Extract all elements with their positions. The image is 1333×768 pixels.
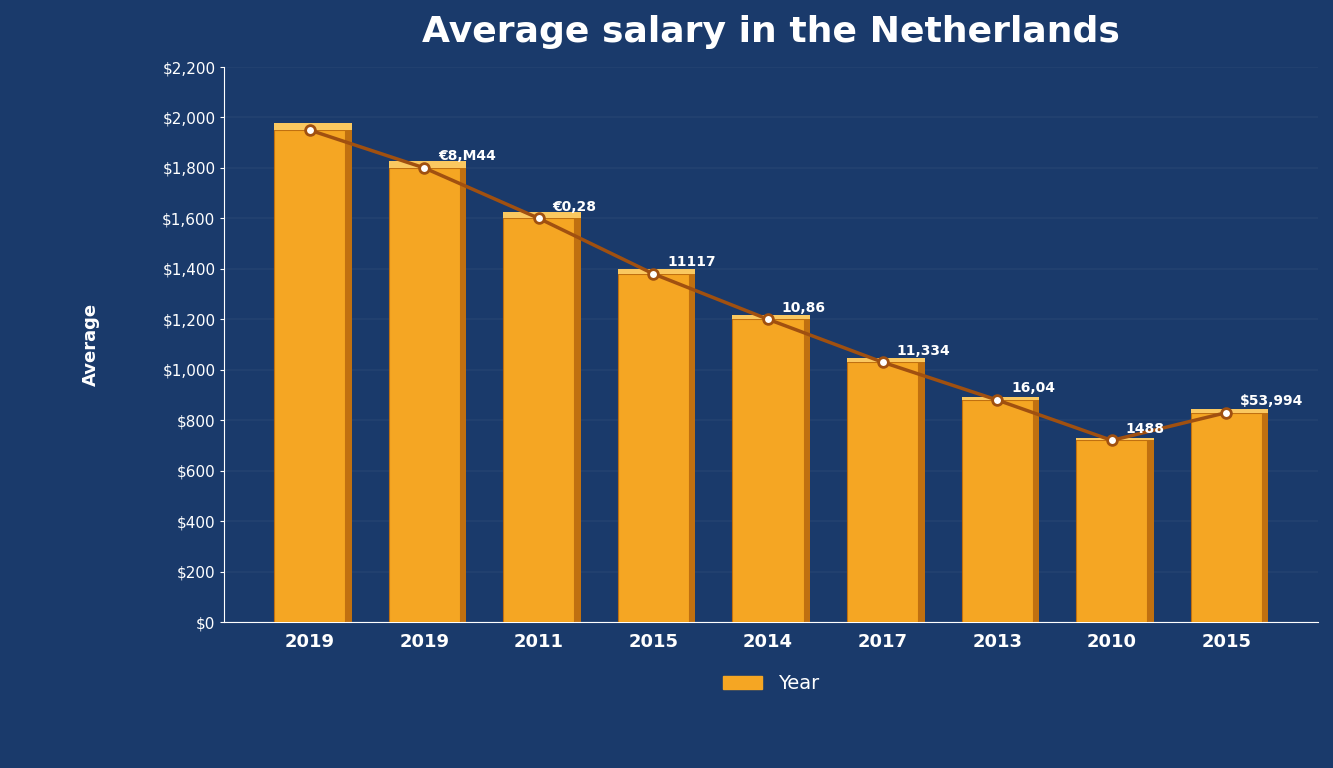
Bar <box>345 130 352 622</box>
Bar <box>1076 438 1153 440</box>
Bar <box>804 319 810 622</box>
Text: 11,334: 11,334 <box>896 343 950 358</box>
Bar <box>918 362 925 622</box>
Bar <box>389 161 467 168</box>
Bar <box>961 397 1040 400</box>
Text: 10,86: 10,86 <box>781 301 825 315</box>
Bar <box>1076 440 1148 622</box>
Bar <box>575 218 581 622</box>
Y-axis label: Average: Average <box>81 303 100 386</box>
Bar <box>1190 412 1262 622</box>
Text: 11117: 11117 <box>668 255 716 270</box>
Legend: Year: Year <box>716 667 826 701</box>
Bar <box>389 168 460 622</box>
Bar <box>1033 400 1040 622</box>
Bar <box>504 218 575 622</box>
Text: 1488: 1488 <box>1125 422 1165 435</box>
Text: €8,M44: €8,M44 <box>439 149 496 164</box>
Bar <box>689 274 696 622</box>
Bar <box>1148 440 1153 622</box>
Bar <box>619 269 696 274</box>
Text: $53,994: $53,994 <box>1240 394 1304 408</box>
Title: Average salary in the Netherlands: Average salary in the Netherlands <box>423 15 1120 49</box>
Bar <box>504 212 581 218</box>
Bar <box>1190 409 1268 412</box>
Bar <box>275 123 352 130</box>
Text: €0,28: €0,28 <box>553 200 597 214</box>
Bar <box>733 319 804 622</box>
Bar <box>733 315 810 319</box>
Bar <box>961 400 1033 622</box>
Bar <box>846 359 925 362</box>
Bar <box>460 168 467 622</box>
Text: 16,04: 16,04 <box>1010 382 1054 396</box>
Bar <box>846 362 918 622</box>
Bar <box>619 274 689 622</box>
Bar <box>1262 412 1268 622</box>
Bar <box>275 130 345 622</box>
